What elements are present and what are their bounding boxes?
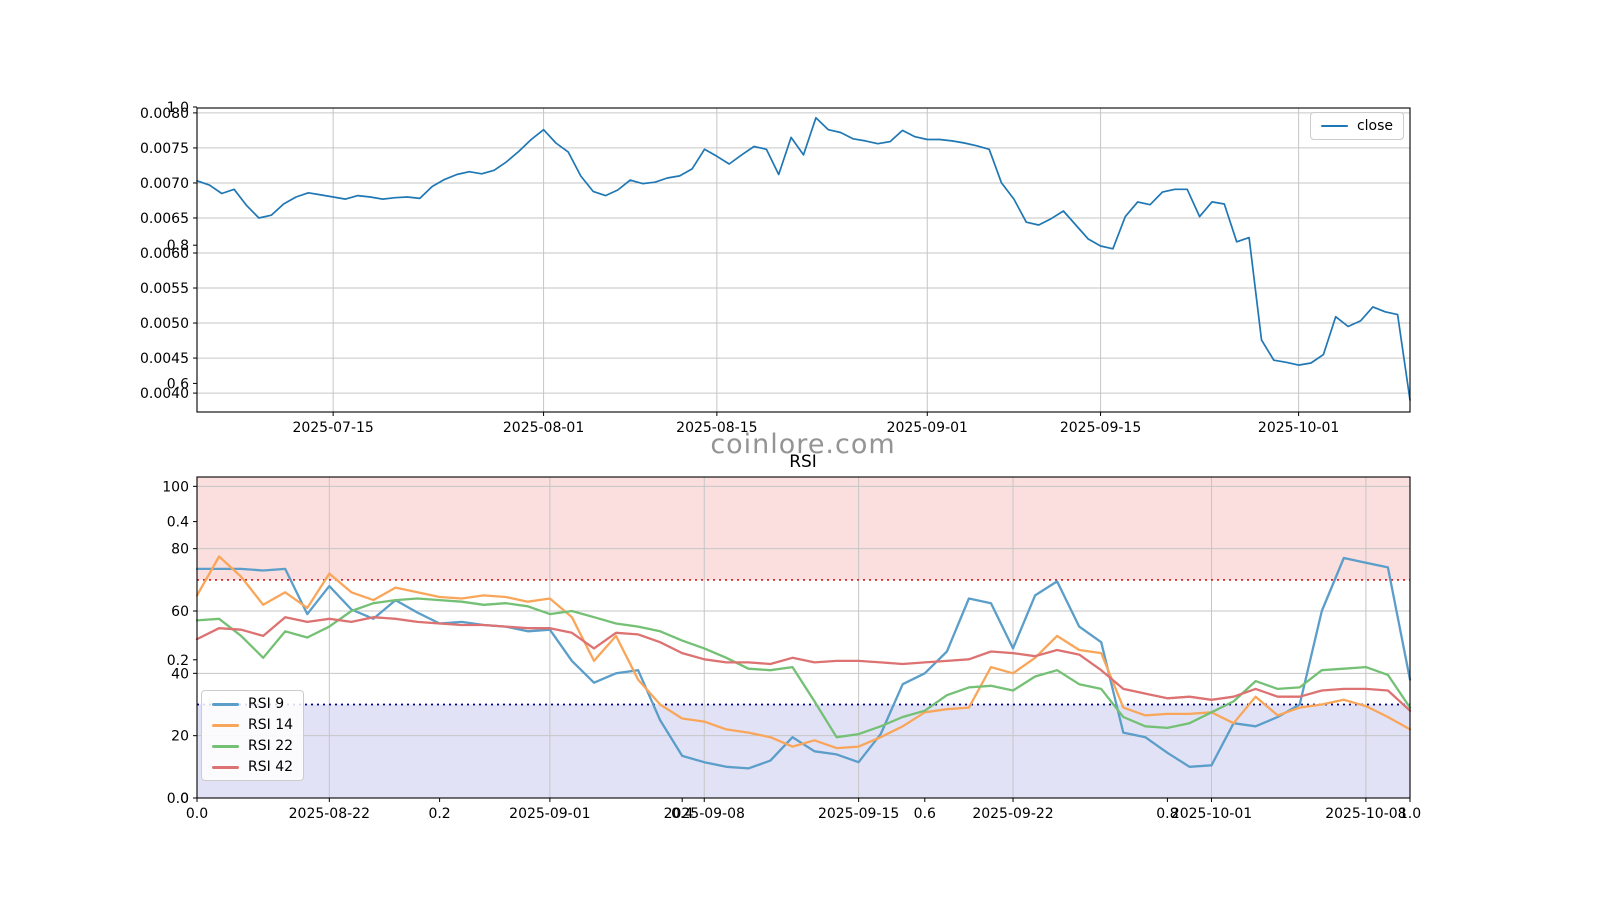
line-rsi-14 [195,555,1412,750]
rsi-xtick-label: 2025-08-22 [289,806,370,822]
close-xtick-label: 2025-08-01 [503,420,584,436]
legend-swatch [212,723,239,727]
overlay-xtick-label: 0.0 [186,806,208,822]
overlay-xtick-label: 0.4 [671,806,693,822]
close-ytick-label: 0.0080 [140,106,189,122]
legend-label: RSI 9 [248,696,285,712]
close-xtick-label: 2025-08-15 [676,420,757,436]
close-xtick-label: 2025-09-15 [1060,420,1141,436]
close-ytick-label: 0.0070 [140,176,189,192]
close-ytick-label: 0.0060 [140,246,189,262]
rsi-plot-border [196,476,1411,799]
legend-label: RSI 42 [248,759,294,775]
overlay-xtick-label: 1.0 [1399,806,1421,822]
legend-item-rsi-9: RSI 9 [212,696,293,712]
close-legend: close [1309,112,1404,140]
close-line-swatch [1320,125,1348,127]
overlay-ytick-label: 0.8 [167,238,189,254]
close-line [196,116,1411,401]
rsi-xtick-label: 2025-10-08 [1325,806,1406,822]
rsi-xtick-label: 2025-10-01 [1171,806,1252,822]
close-ytick-label: 0.0050 [140,316,189,332]
overlay-xtick-label: 0.8 [1156,806,1178,822]
rsi-ytick-label: 40 [171,666,189,682]
line-rsi-42 [195,616,1412,712]
oversold-band [197,704,1410,798]
legend-item-rsi-22: RSI 22 [212,738,293,754]
legend-swatch [212,702,239,706]
legend-label: close [1356,118,1393,134]
overlay-ytick-label: 0.4 [167,515,189,531]
close-xtick-label: 2025-07-15 [292,420,373,436]
overlay-ytick-label: 0.0 [167,791,189,807]
rsi-ytick-label: 100 [162,479,189,495]
rsi-ytick-label: 0 [180,791,189,807]
close-ytick-label: 0.0045 [140,351,189,367]
overlay-ytick-label: 0.6 [167,376,189,392]
close-xtick-label: 2025-09-01 [887,420,968,436]
overlay-xtick-label: 0.6 [914,806,936,822]
legend-item-close: close [1320,118,1393,134]
rsi-ytick-label: 60 [171,604,189,620]
legend-item-rsi-42: RSI 42 [212,759,293,775]
close-plot-border [196,107,1411,413]
close-ytick-label: 0.0075 [140,141,189,157]
legend-swatch [212,765,239,769]
overbought-band [197,477,1410,580]
overlay-ytick-label: 0.2 [167,653,189,669]
rsi-xtick-label: 2025-09-15 [818,806,899,822]
legend-label: RSI 14 [248,717,294,733]
overlay-ytick-label: 1.0 [167,100,189,116]
rsi-ytick-label: 80 [171,542,189,558]
rsi-xtick-label: 2025-09-22 [972,806,1053,822]
rsi-legend: RSI 9 RSI 14 RSI 22 RSI 42 [201,690,305,781]
close-ytick-label: 0.0040 [140,386,189,402]
legend-label: RSI 22 [248,738,294,754]
rsi-chart-title: RSI [789,452,817,472]
line-rsi-22 [195,597,1412,739]
legend-swatch [212,744,239,748]
close-ytick-label: 0.0065 [140,211,189,227]
legend-item-rsi-14: RSI 14 [212,717,293,733]
rsi-xtick-label: 2025-09-01 [509,806,590,822]
rsi-xtick-label: 2025-09-08 [664,806,745,822]
overlay-xtick-label: 0.2 [428,806,450,822]
close-ytick-label: 0.0055 [140,281,189,297]
rsi-ytick-label: 20 [171,729,189,745]
close-xtick-label: 2025-10-01 [1258,420,1339,436]
